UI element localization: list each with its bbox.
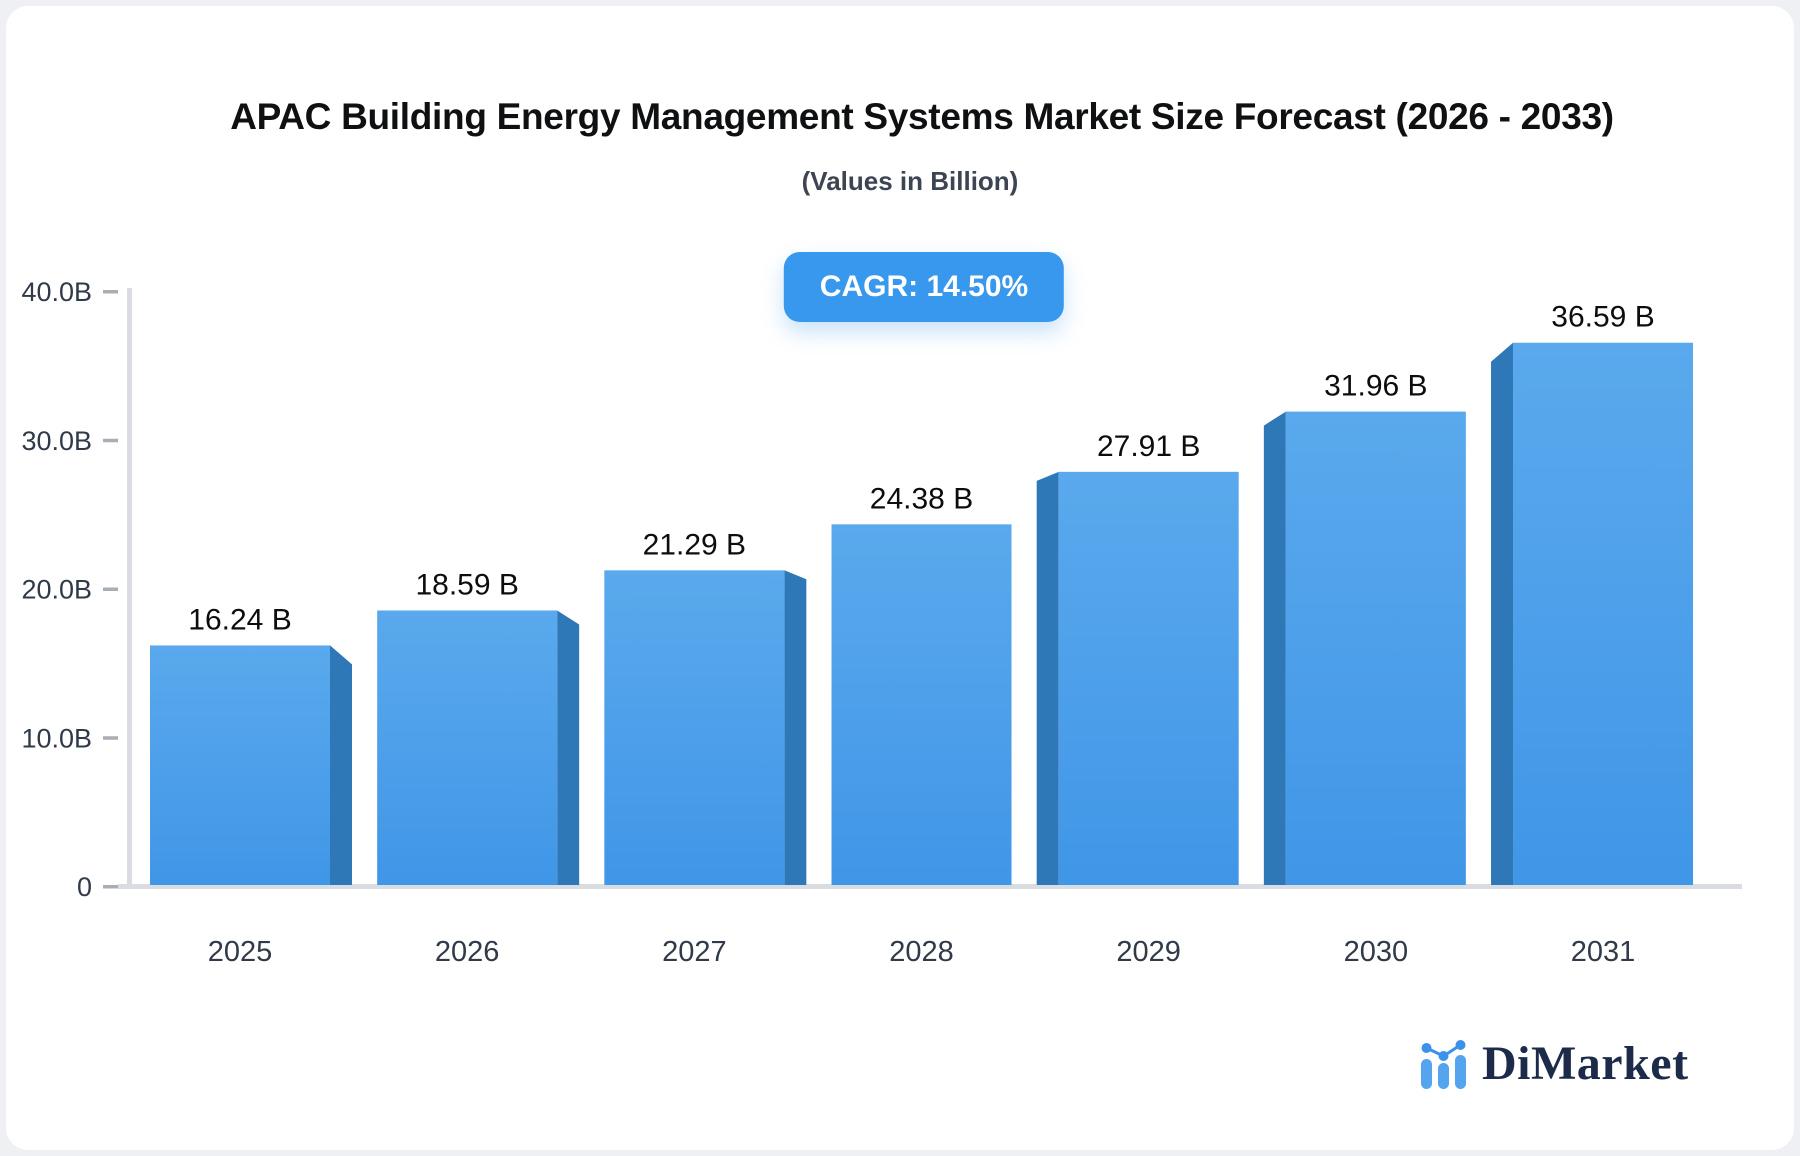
bar-2027 <box>604 570 785 885</box>
x-tick-label: 2029 <box>1116 936 1181 968</box>
y-tick <box>103 885 118 889</box>
bar-value-label: 18.59 B <box>415 568 518 601</box>
cagr-badge: CAGR: 14.50% <box>783 252 1065 322</box>
bar-side-2029 <box>1036 471 1059 885</box>
bar-value-label: 31.96 B <box>1324 370 1427 403</box>
x-tick-label: 2027 <box>662 936 727 968</box>
bar-side-2026 <box>557 610 580 885</box>
x-axis-line <box>118 884 1742 889</box>
logo-bar-chart-icon <box>1421 1040 1466 1089</box>
logo: DiMarket <box>1418 1036 1689 1092</box>
y-tick-label: 0 <box>77 872 92 902</box>
y-tick <box>103 438 118 443</box>
bar-value-label: 36.59 B <box>1551 301 1654 334</box>
y-tick <box>103 290 118 294</box>
bar-2031 <box>1513 342 1694 885</box>
bar-value-label: 24.38 B <box>870 482 973 515</box>
y-axis-line <box>127 288 132 889</box>
x-tick-label: 2028 <box>889 936 954 968</box>
bar-value-label: 21.29 B <box>643 528 746 561</box>
bar-value-label: 27.91 B <box>1097 430 1200 463</box>
x-tick-label: 2030 <box>1344 936 1409 968</box>
y-tick-label: 40.0B <box>21 277 92 307</box>
bar-2025 <box>150 645 330 885</box>
logo-text: DiMarket <box>1482 1037 1689 1090</box>
bar-side-2031 <box>1491 342 1514 885</box>
x-tick-label: 2026 <box>435 936 500 968</box>
bar-side-2030 <box>1263 411 1286 885</box>
bar-2026 <box>377 610 558 885</box>
y-tick <box>103 736 118 740</box>
x-tick-label: 2031 <box>1571 936 1636 968</box>
y-tick-label: 20.0B <box>21 575 92 605</box>
y-tick <box>103 587 118 591</box>
bar-value-label: 16.24 B <box>188 603 291 636</box>
bar-2029 <box>1058 471 1239 885</box>
bar-2028 <box>831 524 1012 885</box>
bar-side-2027 <box>784 570 807 885</box>
y-tick-label: 10.0B <box>21 723 92 753</box>
bar-side-2025 <box>330 645 352 885</box>
x-tick-label: 2025 <box>208 936 273 968</box>
y-tick-label: 30.0B <box>21 426 92 456</box>
bar-2030 <box>1285 411 1466 885</box>
chart-subtitle: (Values in Billion) <box>801 166 1019 196</box>
chart-title: APAC Building Energy Management Systems … <box>230 96 1614 137</box>
